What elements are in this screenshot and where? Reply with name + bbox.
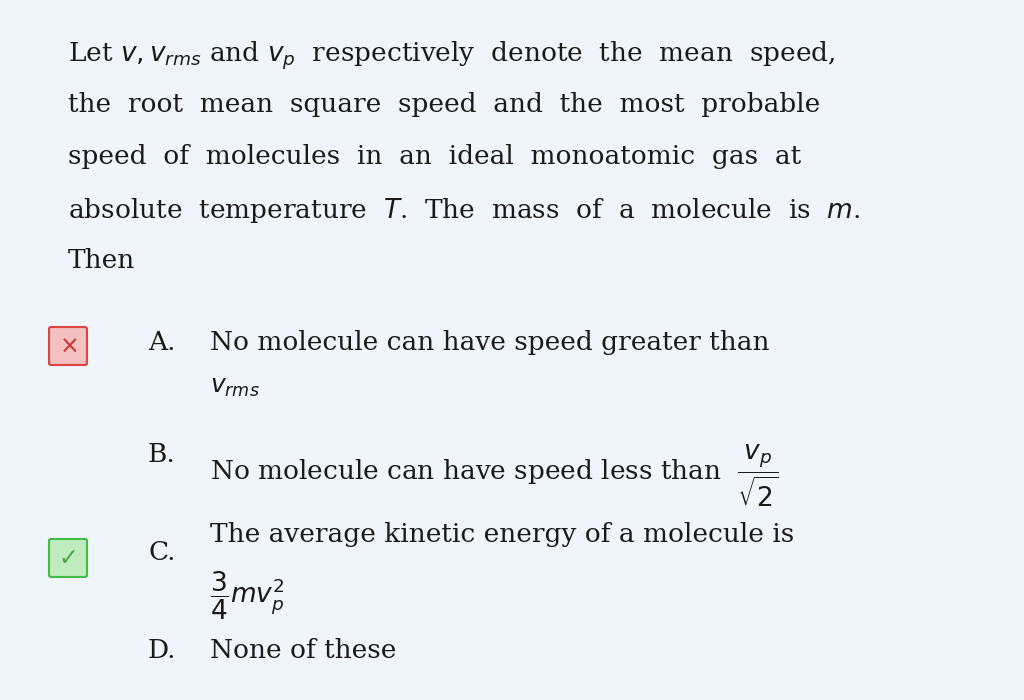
Text: $\dfrac{3}{4}mv_p^2$: $\dfrac{3}{4}mv_p^2$ [210, 570, 285, 622]
Text: D.: D. [148, 638, 176, 663]
Text: A.: A. [148, 330, 175, 355]
Text: B.: B. [148, 442, 176, 467]
FancyBboxPatch shape [49, 327, 87, 365]
Text: No molecule can have speed greater than: No molecule can have speed greater than [210, 330, 769, 355]
Text: Then: Then [68, 248, 135, 273]
Text: No molecule can have speed less than  $\dfrac{v_p}{\sqrt{2}}$: No molecule can have speed less than $\d… [210, 442, 779, 509]
FancyBboxPatch shape [49, 539, 87, 577]
Text: None of these: None of these [210, 638, 396, 663]
Text: $\times$: $\times$ [58, 334, 77, 358]
Text: The average kinetic energy of a molecule is: The average kinetic energy of a molecule… [210, 522, 795, 547]
Text: Let $v, v_{rms}$ and $v_p$  respectively  denote  the  mean  speed,: Let $v, v_{rms}$ and $v_p$ respectively … [68, 40, 836, 72]
Text: absolute  temperature  $T$.  The  mass  of  a  molecule  is  $m$.: absolute temperature $T$. The mass of a … [68, 196, 860, 225]
Text: speed  of  molecules  in  an  ideal  monoatomic  gas  at: speed of molecules in an ideal monoatomi… [68, 144, 801, 169]
Text: the  root  mean  square  speed  and  the  most  probable: the root mean square speed and the most … [68, 92, 820, 117]
Text: $v_{rms}$: $v_{rms}$ [210, 376, 260, 399]
Text: ✓: ✓ [58, 546, 78, 570]
Text: C.: C. [148, 540, 175, 565]
